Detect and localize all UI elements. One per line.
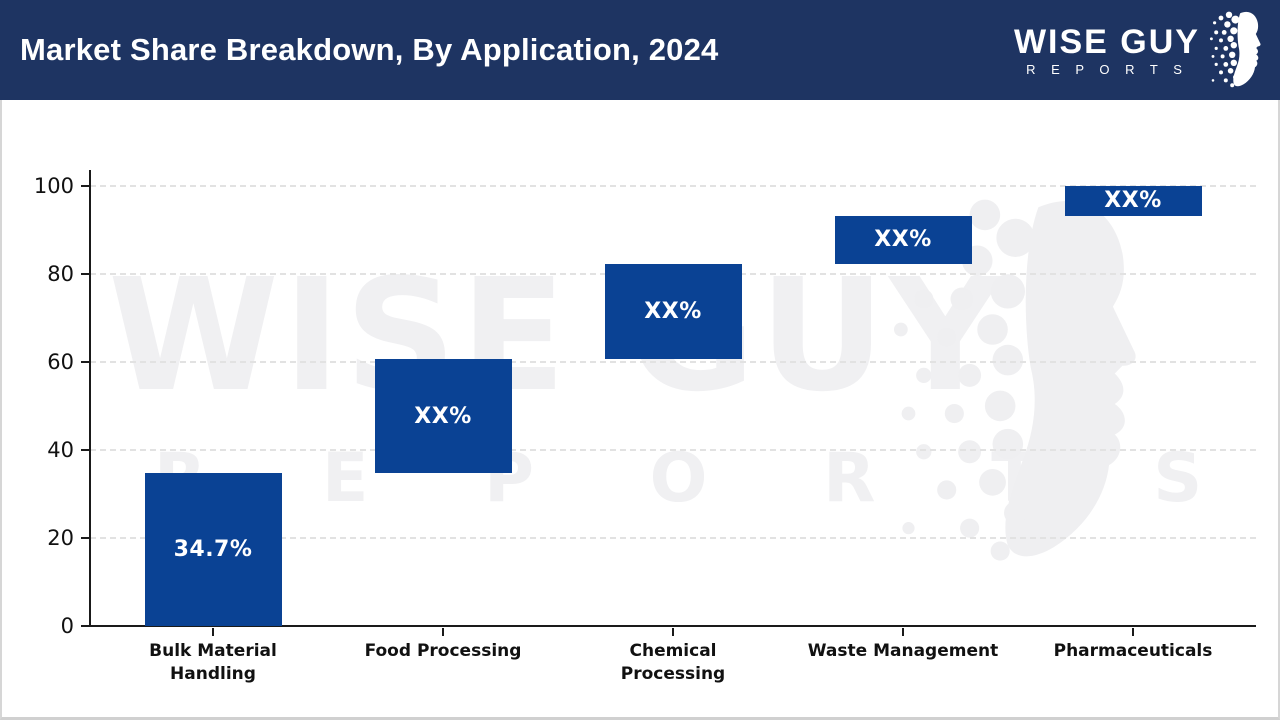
y-axis-tick <box>81 273 89 275</box>
x-axis-tick <box>1132 628 1134 636</box>
bar-value-label: XX% <box>414 403 472 429</box>
bar-value-label: XX% <box>1104 188 1162 214</box>
y-axis-tick <box>81 185 89 187</box>
x-axis-category-label: Pharmaceuticals <box>1053 641 1213 661</box>
plot-area: 0 20 40 60 80 100 34.7% Bulk Material Handling X… <box>34 170 1256 684</box>
waterfall-bar: XX% <box>374 358 512 474</box>
x-axis-tick <box>212 628 214 636</box>
gridline <box>90 185 1256 187</box>
chart-area: WISE GUY R E P O R T S 0 20 40 60 80 100 34.7%… <box>0 100 1280 720</box>
x-axis-category-label: Bulk Material Handling <box>149 641 277 684</box>
y-axis-tick-label: 20 <box>47 526 74 550</box>
waterfall-bar: XX% <box>834 215 972 264</box>
brand-logo: WISE GUY R E P O R T S <box>1014 10 1262 90</box>
watermark-brand-text: WISE GUY <box>108 245 1006 426</box>
brand-logo-text: WISE GUY R E P O R T S <box>1014 25 1200 76</box>
y-axis-tick <box>81 537 89 539</box>
y-axis-tick-label: 40 <box>47 438 74 462</box>
x-axis-tick <box>442 628 444 636</box>
header-bar: Market Share Breakdown, By Application, … <box>0 0 1280 100</box>
x-axis-category-label: Chemical Processing <box>620 641 726 684</box>
x-axis-tick <box>672 628 674 636</box>
waterfall-bar: XX% <box>1064 186 1202 216</box>
bar-value-label: XX% <box>644 298 702 324</box>
y-axis-tick <box>81 449 89 451</box>
bar-value-label: XX% <box>874 227 932 253</box>
chart-title: Market Share Breakdown, By Application, … <box>20 32 719 67</box>
y-axis-tick-label: 60 <box>47 350 74 374</box>
brand-name: WISE GUY <box>1013 22 1200 61</box>
x-axis-category-label: Waste Management <box>807 641 999 661</box>
y-axis-tick-label: 100 <box>33 174 74 198</box>
y-axis-tick-label: 80 <box>47 262 74 286</box>
gridline <box>90 537 1256 539</box>
waterfall-bar: 34.7% <box>144 473 282 626</box>
bar-value-label: 34.7% <box>173 537 253 563</box>
x-axis-tick <box>902 628 904 636</box>
x-axis-line <box>89 625 1256 627</box>
gridline <box>90 361 1256 363</box>
waterfall-bar: XX% <box>604 263 742 359</box>
brand-subtitle: R E P O R T S <box>1026 61 1188 77</box>
y-axis-line <box>89 170 91 627</box>
gridline <box>90 449 1256 451</box>
x-axis-category-label: Food Processing <box>364 641 522 661</box>
dotted-face-profile-icon <box>1209 11 1261 88</box>
y-axis-tick <box>81 625 89 627</box>
y-axis-tick-label: 0 <box>60 614 74 638</box>
y-axis-tick <box>81 361 89 363</box>
